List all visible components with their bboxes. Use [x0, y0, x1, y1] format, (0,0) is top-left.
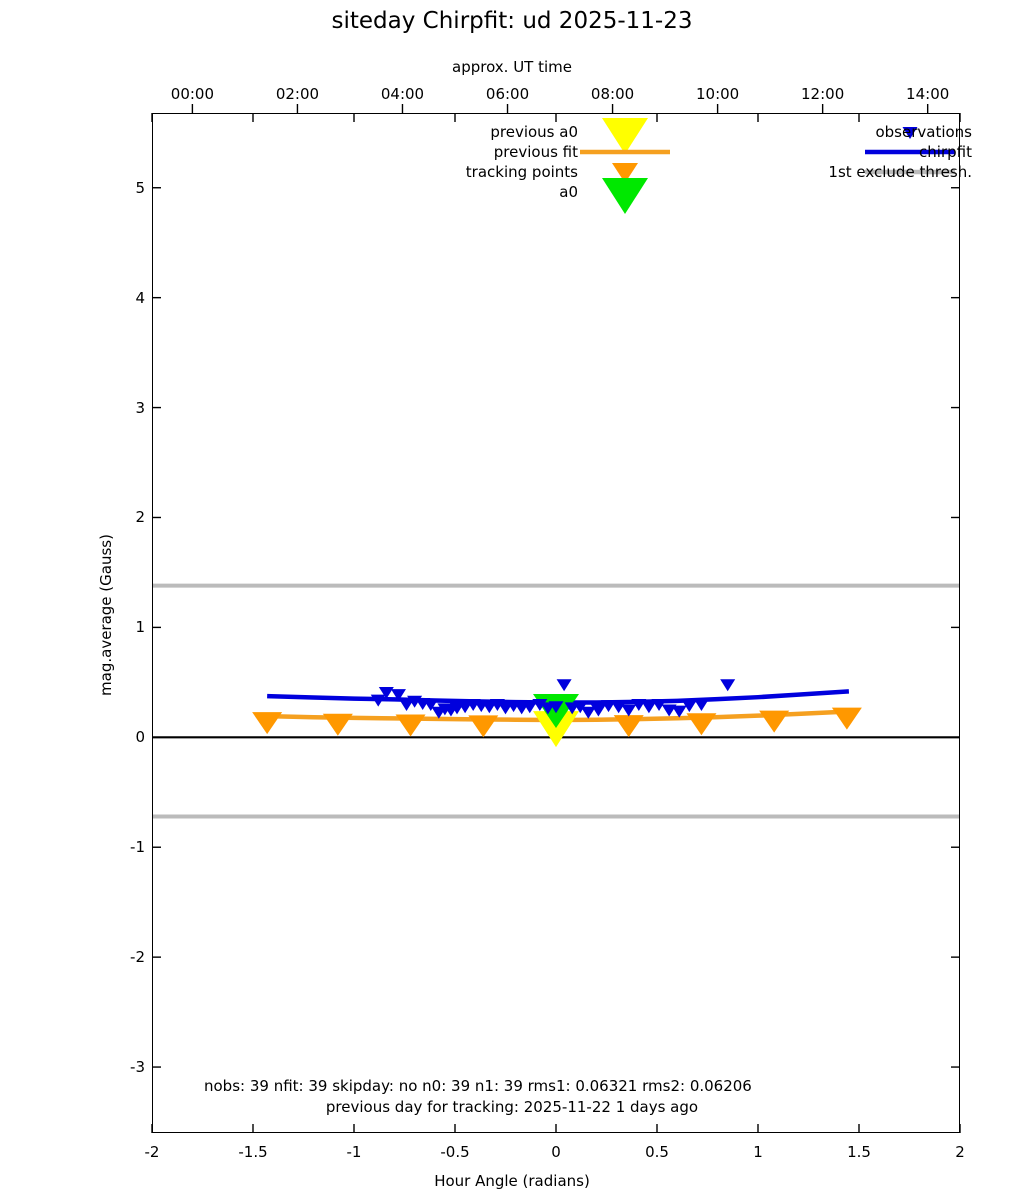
observation-marker [661, 704, 677, 717]
x-tick-label: -2 [144, 1143, 160, 1161]
ut-tick-label: 04:00 [380, 85, 425, 103]
ut-tick-label: 00:00 [170, 85, 215, 103]
status-line-2: previous day for tracking: 2025-11-22 1 … [325, 1098, 699, 1116]
observation-marker [590, 704, 606, 717]
x-tick-label: -1.5 [238, 1143, 268, 1161]
legend-marker-previous-a0 [602, 118, 648, 154]
observation-marker [671, 705, 687, 718]
observation-marker [423, 699, 439, 712]
tracking-point-marker [395, 714, 426, 737]
status-line-1: nobs: 39 nfit: 39 skipday: no n0: 39 n1:… [204, 1077, 752, 1095]
y-tick-label: -2 [130, 948, 145, 967]
ut-tick-label: 06:00 [485, 85, 530, 103]
legend-label-previous-fit: previous fit [493, 143, 578, 161]
tracking-point-marker [686, 713, 717, 736]
legend-label-observations: observations [875, 123, 972, 141]
observation-marker [399, 699, 415, 712]
ut-tick-label: 10:00 [695, 85, 740, 103]
x-axis-label: Hour Angle (radians) [434, 1172, 590, 1190]
ut-tick-label: 14:00 [906, 85, 950, 103]
observation-marker [390, 689, 406, 702]
observation-marker [580, 706, 596, 719]
legend-marker-observations [902, 127, 918, 139]
legend-label-tracking-points: tracking points [465, 163, 578, 181]
x-tick-label: 0.5 [645, 1143, 669, 1161]
observation-marker [489, 699, 505, 712]
observation-marker [693, 699, 709, 712]
legend-marker-tracking-points [612, 163, 638, 183]
observation-marker [720, 679, 736, 692]
y-axis-label: mag.average (Gauss) [97, 534, 115, 696]
tracking-point-marker [759, 710, 790, 733]
legend-label-1st-exclude-thresh: 1st exclude thresh. [828, 163, 972, 181]
previous-a0-marker [533, 711, 579, 748]
plot-frame [152, 113, 960, 1133]
observation-marker [611, 701, 627, 714]
legend-label-previous-a0: previous a0 [490, 123, 578, 141]
x-tick-label: 2 [955, 1143, 965, 1161]
observation-marker [621, 704, 637, 717]
tracking-point-marker [468, 715, 499, 738]
y-tick-label: -1 [130, 838, 145, 857]
x-tick-label: 1 [753, 1143, 763, 1161]
tracking-point-marker [831, 707, 862, 730]
y-tick-label: 4 [135, 288, 145, 307]
x-tick-label: -1 [346, 1143, 362, 1161]
page-title: siteday Chirpfit: ud 2025-11-23 [331, 8, 693, 34]
observation-marker [651, 699, 667, 712]
legend-marker-a0 [602, 178, 648, 214]
tracking-point-marker [322, 713, 353, 736]
y-tick-label: 5 [135, 178, 145, 197]
ut-tick-label: 02:00 [275, 85, 320, 103]
y-tick-label: 3 [135, 398, 145, 417]
legend-label-a0: a0 [559, 183, 578, 201]
ut-tick-label: 12:00 [801, 85, 845, 103]
observation-marker [370, 694, 386, 707]
observation-marker [556, 679, 572, 692]
x-tick-label: 0 [551, 1143, 561, 1161]
observation-marker [641, 701, 657, 714]
legend-label-chirpfit: chirpfit [919, 143, 972, 161]
tracking-point-marker [252, 712, 283, 735]
x-tick-label: -0.5 [440, 1143, 470, 1161]
observation-marker [572, 701, 588, 714]
ut-tick-label: 08:00 [590, 85, 635, 103]
y-tick-label: -3 [130, 1058, 145, 1077]
observation-marker [498, 702, 513, 715]
observation-marker [601, 700, 617, 713]
y-tick-label: 0 [135, 728, 145, 747]
observation-marker [522, 701, 538, 714]
y-tick-label: 2 [135, 508, 145, 527]
top-axis-label: approx. UT time [452, 58, 572, 76]
x-tick-label: 1.5 [847, 1143, 871, 1161]
tracking-point-marker [613, 715, 644, 738]
observation-marker [681, 700, 697, 713]
observation-marker [457, 701, 473, 714]
y-tick-label: 1 [135, 618, 145, 637]
observation-marker [481, 701, 497, 714]
observation-marker [532, 699, 548, 712]
observation-marker [378, 686, 394, 699]
observation-marker [548, 701, 564, 714]
